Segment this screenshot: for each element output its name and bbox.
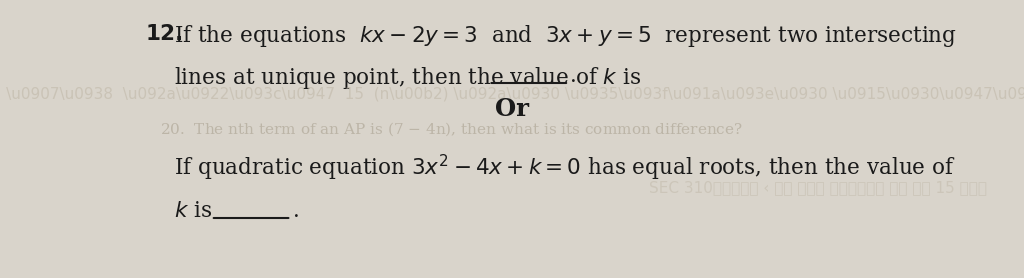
Text: 13  \u0907\u0938  \u092a\u0922\u093c\u0947  15  (n\u00b2) \u092a\u0930 \u0935\u0: 13 \u0907\u0938 \u092a\u0922\u093c\u0947… — [0, 86, 1024, 101]
Text: If quadratic equation $3x^2-4x+k=0$ has equal roots, then the value of: If quadratic equation $3x^2-4x+k=0$ has … — [174, 153, 956, 183]
Text: $\mathbf{12.}$: $\mathbf{12.}$ — [145, 23, 183, 45]
Text: lines at unique point, then the value of $k$ is: lines at unique point, then the value of… — [174, 65, 641, 91]
Text: SEC 310ग्राम ‹ जो पशु कश्मीर अफ हि 15 नवं: SEC 310ग्राम ‹ जो पशु कश्मीर अफ हि 15 नव… — [649, 180, 987, 195]
Text: If the equations  $kx-2y=3$  and  $3x+y=5$  represent two intersecting: If the equations $kx-2y=3$ and $3x+y=5$ … — [174, 23, 957, 49]
Text: .: . — [570, 65, 578, 87]
Text: 20.  The nth term of an AP is (7 $-$ 4n), then what is its common difference?: 20. The nth term of an AP is (7 $-$ 4n),… — [160, 120, 742, 138]
Text: Or: Or — [495, 97, 529, 121]
Text: $k$ is: $k$ is — [174, 200, 212, 222]
Text: .: . — [293, 200, 299, 222]
